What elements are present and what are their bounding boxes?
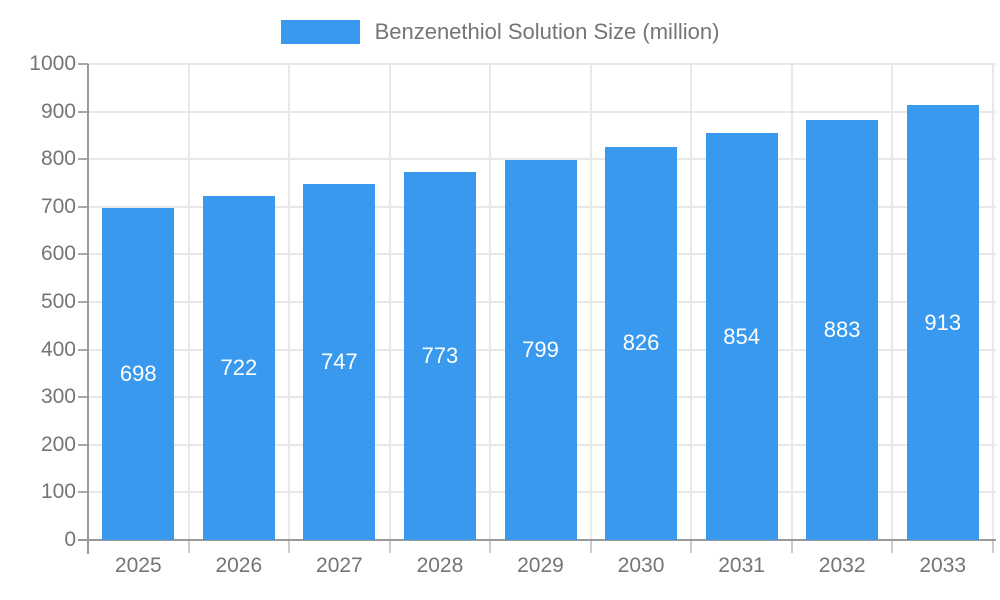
bar-value-label: 883 — [823, 316, 861, 342]
x-axis-tick — [288, 541, 291, 553]
legend[interactable]: Benzenethiol Solution Size (million) — [0, 19, 1000, 45]
x-axis-tick — [690, 541, 693, 553]
x-axis-tick — [992, 541, 994, 553]
v-gridline — [690, 64, 693, 540]
y-axis-tick — [78, 348, 88, 351]
bar-value-label: 854 — [723, 323, 760, 349]
y-axis-tick — [78, 491, 88, 494]
y-axis-label: 700 — [40, 194, 76, 218]
v-gridline — [589, 64, 592, 540]
bar[interactable]: 826 — [605, 146, 678, 540]
bar-value-label: 698 — [119, 360, 157, 386]
x-axis-tick — [891, 541, 894, 553]
bar[interactable]: 722 — [202, 196, 275, 540]
y-axis-tick — [78, 205, 88, 208]
y-axis-label: 600 — [40, 242, 76, 266]
bar-value-label: 773 — [421, 343, 459, 369]
bar[interactable]: 773 — [403, 172, 476, 540]
x-axis-tick — [187, 541, 190, 553]
h-gridline — [88, 110, 996, 113]
bar-value-label: 722 — [220, 355, 258, 381]
y-axis-tick — [78, 443, 88, 446]
bar-value-label: 826 — [622, 330, 660, 356]
bar-value-label: 799 — [522, 336, 559, 362]
y-axis-tick — [78, 396, 88, 399]
x-axis-tick — [589, 541, 592, 553]
x-axis-label: 2025 — [114, 554, 162, 577]
v-gridline — [891, 64, 894, 540]
y-axis-label: 800 — [40, 147, 76, 171]
v-gridline — [790, 64, 793, 540]
bar[interactable]: 698 — [102, 207, 175, 540]
x-axis-label: 2028 — [416, 554, 464, 577]
y-axis-label: 1000 — [29, 52, 76, 75]
x-axis-label: 2026 — [215, 554, 263, 577]
x-axis-label: 2029 — [517, 554, 564, 577]
x-axis-label: 2031 — [718, 554, 765, 577]
bar-value-label: 913 — [924, 309, 962, 335]
x-axis-tick — [489, 541, 492, 553]
x-axis-line — [78, 539, 996, 541]
y-axis-label: 300 — [40, 385, 76, 409]
h-gridline — [88, 158, 996, 161]
y-axis-label: 500 — [40, 290, 76, 313]
x-axis-label: 2033 — [919, 554, 967, 577]
v-gridline — [489, 64, 492, 540]
y-axis-label: 0 — [64, 528, 76, 551]
y-axis-tick — [78, 110, 88, 113]
bar[interactable]: 747 — [303, 184, 376, 540]
bar[interactable]: 913 — [906, 105, 979, 540]
v-gridline — [992, 64, 994, 540]
y-axis-label: 900 — [40, 99, 76, 123]
x-axis-tick — [388, 541, 391, 553]
y-axis-tick — [78, 301, 88, 303]
h-gridline — [88, 63, 996, 65]
x-axis-label: 2030 — [617, 554, 665, 577]
x-axis-tick — [790, 541, 793, 553]
y-axis-tick — [78, 158, 88, 161]
bar-value-label: 747 — [321, 349, 358, 375]
v-gridline — [388, 64, 391, 540]
y-axis-label: 200 — [40, 432, 76, 456]
x-axis-label: 2027 — [316, 554, 363, 577]
x-axis-label: 2032 — [818, 554, 866, 577]
bar[interactable]: 799 — [504, 159, 577, 540]
y-axis-line — [87, 64, 89, 554]
bar[interactable]: 854 — [705, 133, 778, 540]
v-gridline — [187, 64, 190, 540]
y-axis-tick — [78, 253, 88, 256]
y-axis-label: 400 — [40, 337, 76, 361]
y-axis-tick — [78, 63, 88, 65]
legend-swatch-icon — [280, 20, 360, 44]
y-axis-label: 100 — [40, 480, 76, 504]
legend-label: Benzenethiol Solution Size (million) — [374, 19, 720, 44]
bar[interactable]: 883 — [806, 119, 879, 540]
v-gridline — [288, 64, 291, 540]
